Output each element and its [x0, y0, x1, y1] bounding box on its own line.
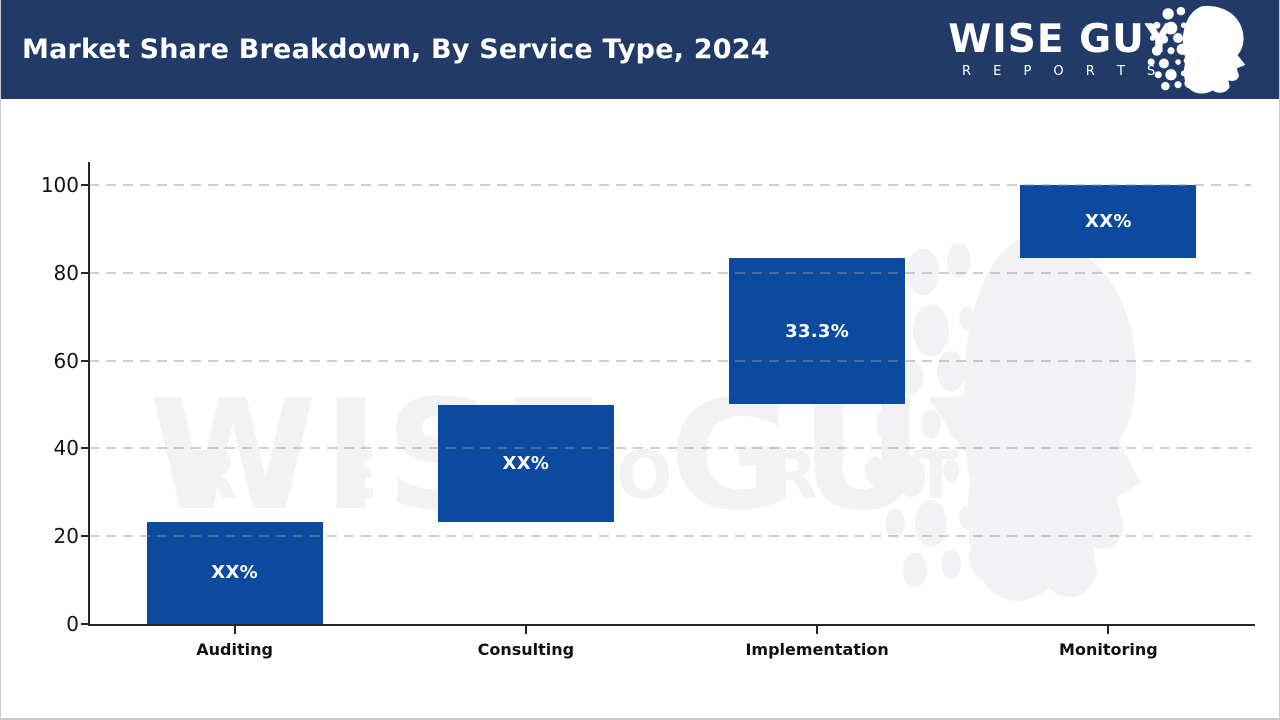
x-tick-mark [1107, 626, 1110, 634]
y-tick-mark [81, 623, 89, 625]
bar-value-label: XX% [1085, 211, 1132, 233]
gridline-100 [89, 184, 1251, 186]
logo-brand-text: WISE GUY [948, 17, 1174, 62]
bar-monitoring: XX% [1020, 185, 1197, 259]
bar-value-label: XX% [211, 562, 258, 584]
y-tick-label: 40 [53, 436, 79, 461]
y-tick-mark [81, 359, 89, 362]
y-tick-label: 100 [40, 173, 79, 197]
bar-value-label: 33.3% [785, 320, 850, 342]
bar-implementation: 33.3% [729, 258, 906, 405]
y-tick-label: 20 [53, 524, 79, 549]
x-category-label: Implementation [745, 640, 889, 659]
gridline-20 [89, 535, 1251, 538]
logo-text: WISE GUY R E P O R T S [948, 20, 1174, 79]
y-tick-mark [81, 535, 89, 538]
wiseguy-logo: WISE GUY R E P O R T S [948, 4, 1264, 96]
x-tick-mark [524, 626, 527, 634]
header: Market Share Breakdown, By Service Type,… [1, 0, 1279, 99]
y-tick-label: 0 [66, 612, 79, 636]
bar-consulting: XX% [437, 404, 614, 522]
bar-value-label: XX% [502, 452, 550, 474]
x-category-label: Auditing [196, 640, 273, 659]
x-tick-mark [816, 626, 819, 634]
gridline-60 [89, 359, 1251, 362]
gridline-40 [89, 447, 1251, 450]
watermark-face-icon [865, 238, 1141, 601]
y-tick-mark [81, 447, 89, 450]
x-axis-line [88, 624, 1255, 626]
bar-auditing: XX% [146, 521, 323, 624]
y-tick-label: 80 [53, 260, 79, 285]
gridline-80 [89, 271, 1251, 274]
logo-tagline-text: R E P O R T S [961, 64, 1165, 79]
y-tick-label: 60 [53, 348, 79, 373]
y-axis-line [88, 162, 90, 626]
x-tick-mark [233, 626, 236, 634]
y-tick-mark [81, 271, 89, 274]
y-tick-mark [81, 184, 89, 186]
chart-title: Market Share Breakdown, By Service Type,… [22, 34, 770, 65]
x-category-label: Consulting [477, 640, 575, 659]
x-category-label: Monitoring [1059, 640, 1158, 659]
